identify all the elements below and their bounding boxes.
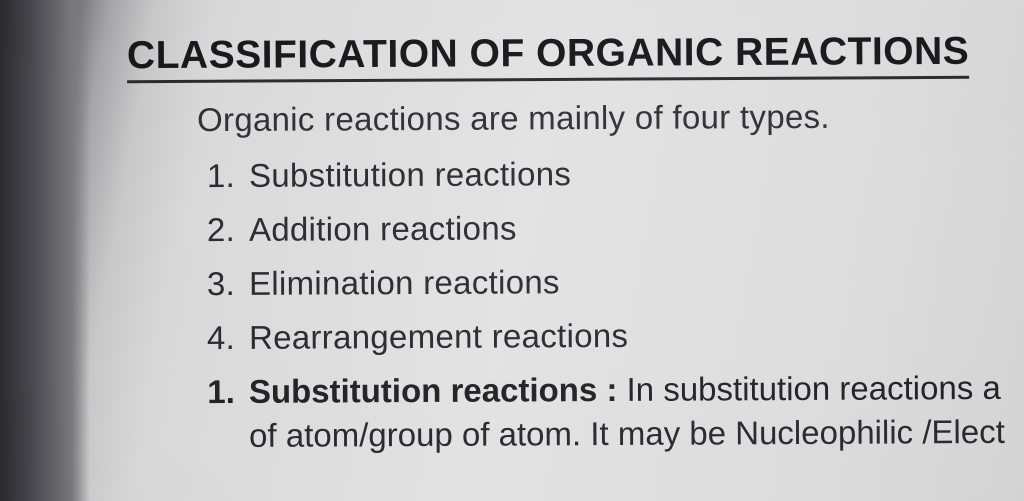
section-heading: CLASSIFICATION OF ORGANIC REACTIONS [127,30,970,83]
page-content: CLASSIFICATION OF ORGANIC REACTIONS Orga… [105,12,1024,453]
list-label: Addition reactions [249,209,517,247]
detail-number: 1. [193,373,235,411]
list-item: 1. Substitution reactions [193,153,1024,195]
detail-rest: In substitution reactions a [617,369,1001,408]
list-number: 4. [193,319,235,357]
list-item: 2. Addition reactions [193,207,1024,249]
list-label: Substitution reactions [249,155,571,194]
detail-line-1: 1. Substitution reactions : In substituti… [193,369,1024,411]
list-item: 4. Rearrangement reactions [193,315,1024,357]
list-number: 2. [193,211,235,249]
reaction-types-list: 1. Substitution reactions 2. Addition reac… [193,155,1024,355]
list-label: Elimination reactions [249,263,560,302]
intro-sentence: Organic reactions are mainly of four typ… [197,97,1024,139]
detail-paragraph: 1. Substitution reactions : In substituti… [193,369,1024,455]
list-item: 3. Elimination reactions [193,261,1024,303]
detail-title: Substitution reactions : [249,371,618,410]
page-spine-shadow [0,0,90,501]
detail-line-2: of atom/group of atom. It may be Nucleop… [249,413,1024,455]
list-label: Rearrangement reactions [249,317,628,356]
list-number: 3. [193,265,235,303]
list-number: 1. [193,157,235,195]
